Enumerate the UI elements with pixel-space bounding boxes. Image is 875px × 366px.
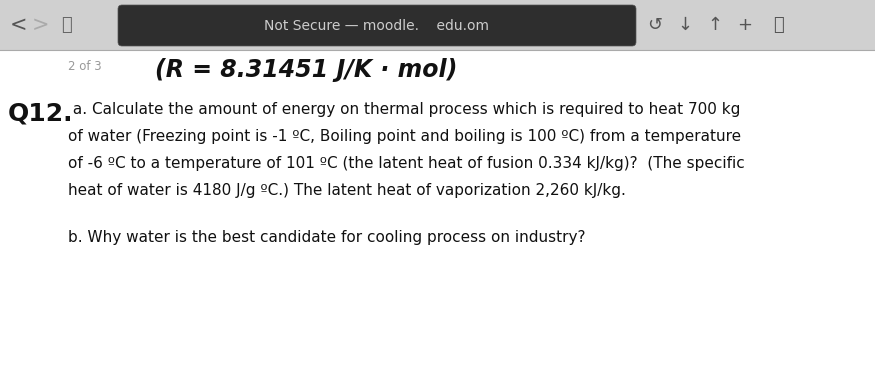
Text: ↓: ↓ bbox=[677, 16, 693, 34]
Text: ↺: ↺ bbox=[648, 16, 662, 34]
Text: of water (Freezing point is -1 ºC, Boiling point and boiling is 100 ºC) from a t: of water (Freezing point is -1 ºC, Boili… bbox=[68, 129, 741, 144]
Text: >: > bbox=[31, 15, 49, 35]
Text: Not Secure — moodle.    edu.om: Not Secure — moodle. edu.om bbox=[264, 19, 489, 33]
Text: (R = 8.31451 J/K · mol): (R = 8.31451 J/K · mol) bbox=[155, 58, 458, 82]
Text: ⧉: ⧉ bbox=[773, 16, 783, 34]
Text: of -6 ºC to a temperature of 101 ºC (the latent heat of fusion 0.334 kJ/kg)?  (T: of -6 ºC to a temperature of 101 ºC (the… bbox=[68, 156, 745, 171]
Text: <: < bbox=[10, 15, 27, 35]
Text: Q12.: Q12. bbox=[8, 102, 74, 126]
Text: 2 of 3: 2 of 3 bbox=[68, 60, 102, 73]
Text: ⎕: ⎕ bbox=[61, 16, 73, 34]
Text: ↑: ↑ bbox=[708, 16, 723, 34]
Text: a. Calculate the amount of energy on thermal process which is required to heat 7: a. Calculate the amount of energy on the… bbox=[68, 102, 740, 117]
Text: heat of water is 4180 J/g ºC.) The latent heat of vaporization 2,260 kJ/kg.: heat of water is 4180 J/g ºC.) The laten… bbox=[68, 183, 626, 198]
Text: +: + bbox=[738, 16, 752, 34]
Text: b. Why water is the best candidate for cooling process on industry?: b. Why water is the best candidate for c… bbox=[68, 230, 585, 245]
Bar bbox=[0, 50, 875, 366]
FancyBboxPatch shape bbox=[118, 5, 636, 46]
